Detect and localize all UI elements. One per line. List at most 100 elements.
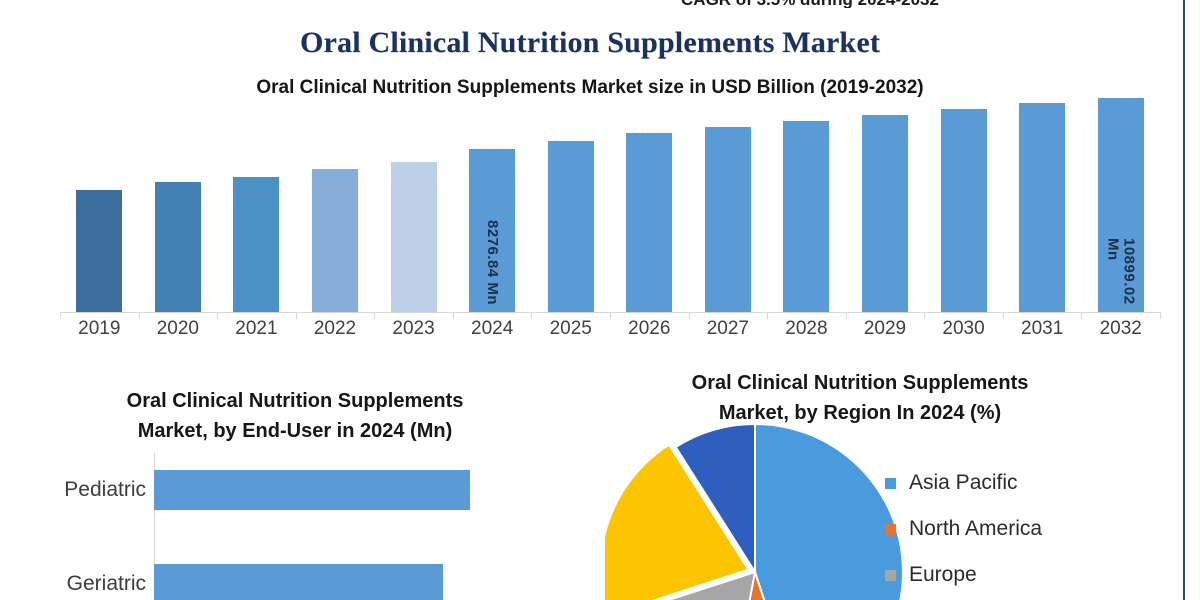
bar-2024: 8276.84 Mn	[469, 149, 516, 312]
bar-rect-2030	[940, 109, 987, 312]
bar-tick	[217, 312, 219, 319]
frame-right-rule	[1183, 0, 1185, 600]
bar-2020	[154, 182, 201, 312]
x-label-2026: 2026	[628, 318, 671, 339]
bar-tick	[610, 312, 611, 319]
bar-tick	[1002, 312, 1004, 319]
end-user-bar-rect-pediatric	[154, 470, 470, 510]
bar-tick	[845, 312, 847, 319]
x-label-2030: 2030	[942, 318, 985, 339]
end-user-title-line-1: Oral Clinical Nutrition Supplements	[126, 390, 464, 412]
bar-rect-2020	[154, 182, 201, 312]
end-user-bar-geriatric	[154, 564, 443, 600]
bar-value-label-2024: 8276.84 Mn	[484, 219, 502, 305]
bar-tick	[531, 312, 533, 319]
end-user-axis-line	[154, 452, 155, 600]
end-user-category-label-geriatric: Geriatric	[66, 572, 146, 595]
x-label-2024: 2024	[471, 318, 514, 339]
bar-2022	[312, 169, 358, 312]
legend-item-north-america[interactable]: North America	[885, 506, 1185, 552]
bar-2027	[704, 127, 751, 312]
bar-tick	[295, 312, 297, 319]
bar-tick	[1160, 312, 1161, 319]
bar-chart-subtitle: Oral Clinical Nutrition Supplements Mark…	[256, 77, 924, 98]
region-chart-title: Oral Clinical Nutrition Supplements Mark…	[610, 368, 1110, 428]
clipped-banner-text: CAGR of 3.5% during 2024-2032	[0, 0, 1180, 8]
bar-chart-x-axis-labels: 2019 2020 2021 2022 2023 2024 2025 2026 2027 2028…	[60, 318, 1160, 342]
legend-label: Asia Pacific	[909, 471, 1018, 494]
bar-2029	[862, 115, 908, 312]
bar-2026	[626, 133, 673, 312]
legend-item-europe[interactable]: Europe	[885, 552, 1185, 598]
banner-label: CAGR of 3.5% during 2024-2032	[681, 0, 939, 8]
bar-tick	[374, 312, 376, 319]
region-title-line-1: Oral Clinical Nutrition Supplements	[691, 372, 1029, 394]
bar-rect-2028	[783, 121, 830, 312]
pie-svg	[605, 422, 904, 600]
x-label-2025: 2025	[549, 318, 592, 339]
legend-swatch-icon	[885, 477, 896, 489]
bar-plot-area: 8276.84 Mn 10899.02 Mn	[60, 84, 1160, 312]
bar-rect-2025	[547, 141, 594, 312]
x-label-2022: 2022	[313, 318, 357, 339]
bar-tick	[138, 312, 140, 319]
bar-rect-2027	[704, 127, 751, 312]
bar-value-label-2032: 10899.02 Mn	[1104, 238, 1138, 305]
bar-2019	[76, 190, 123, 312]
pie-slice-asia-pacific	[754, 422, 904, 600]
bar-2030	[940, 109, 987, 312]
bar-2032: 10899.02 Mn	[1097, 98, 1144, 312]
bar-rect-2031	[1019, 103, 1066, 312]
legend-label: Europe	[909, 563, 977, 586]
bar-rect-2029	[862, 115, 908, 312]
region-pie-chart	[605, 422, 905, 600]
bar-rect-2032: 10899.02 Mn	[1097, 98, 1144, 312]
bar-rect-2021	[233, 177, 280, 312]
pie-slice-north-america	[748, 571, 766, 600]
end-user-bar-pediatric	[154, 470, 470, 510]
region-pie-panel: Oral Clinical Nutrition Supplements Mark…	[590, 360, 1185, 600]
bar-2028	[783, 121, 830, 312]
end-user-bar-rect-geriatric	[154, 564, 443, 600]
end-user-plot-area: Pediatric Geriatric	[0, 452, 590, 600]
bar-tick	[767, 312, 769, 319]
bar-rect-2026	[626, 133, 673, 312]
bar-tick	[688, 312, 690, 319]
bar-2031	[1019, 103, 1066, 312]
market-size-bar-chart: 8276.84 Mn 10899.02 Mn	[60, 84, 1161, 319]
bar-rect-2019	[76, 190, 123, 312]
x-label-2027: 2027	[706, 318, 749, 339]
legend-label: North America	[909, 517, 1043, 540]
x-label-2019: 2019	[78, 318, 121, 339]
x-label-2023: 2023	[392, 318, 435, 339]
region-title-line-2: Market, by Region In 2024 (%)	[718, 402, 1002, 424]
legend-swatch-icon	[885, 569, 896, 581]
x-label-2028: 2028	[785, 318, 828, 339]
end-user-chart-panel: Oral Clinical Nutrition Supplements Mark…	[0, 360, 590, 600]
bar-rect-2024: 8276.84 Mn	[469, 149, 516, 312]
bar-2023	[390, 162, 437, 312]
pie-slice-middle-east-and-africa	[674, 422, 756, 576]
legend-swatch-icon	[885, 523, 896, 535]
x-label-2021: 2021	[235, 318, 278, 339]
x-label-2020: 2020	[156, 318, 199, 339]
end-user-title-line-2: Market, by End-User in 2024 (Mn)	[137, 420, 453, 442]
end-user-category-label-pediatric: Pediatric	[64, 478, 146, 501]
bar-rect-2023	[390, 162, 437, 312]
bar-tick	[452, 312, 454, 319]
pie-slice-south-america	[605, 443, 750, 600]
bar-tick	[60, 312, 61, 319]
end-user-chart-title: Oral Clinical Nutrition Supplements Mark…	[30, 386, 560, 446]
x-label-2031: 2031	[1021, 318, 1064, 339]
bar-2021	[233, 177, 280, 312]
pie-slice-europe	[665, 570, 757, 600]
region-pie-legend: Asia Pacific North America Europe	[885, 460, 1185, 598]
legend-item-asia-pacific[interactable]: Asia Pacific	[885, 460, 1185, 506]
bar-tick	[1081, 312, 1083, 319]
x-label-2029: 2029	[863, 318, 907, 339]
bar-rect-2022	[312, 169, 358, 312]
x-label-2032: 2032	[1099, 318, 1142, 339]
bar-tick	[924, 312, 926, 319]
bar-2025	[547, 141, 594, 312]
